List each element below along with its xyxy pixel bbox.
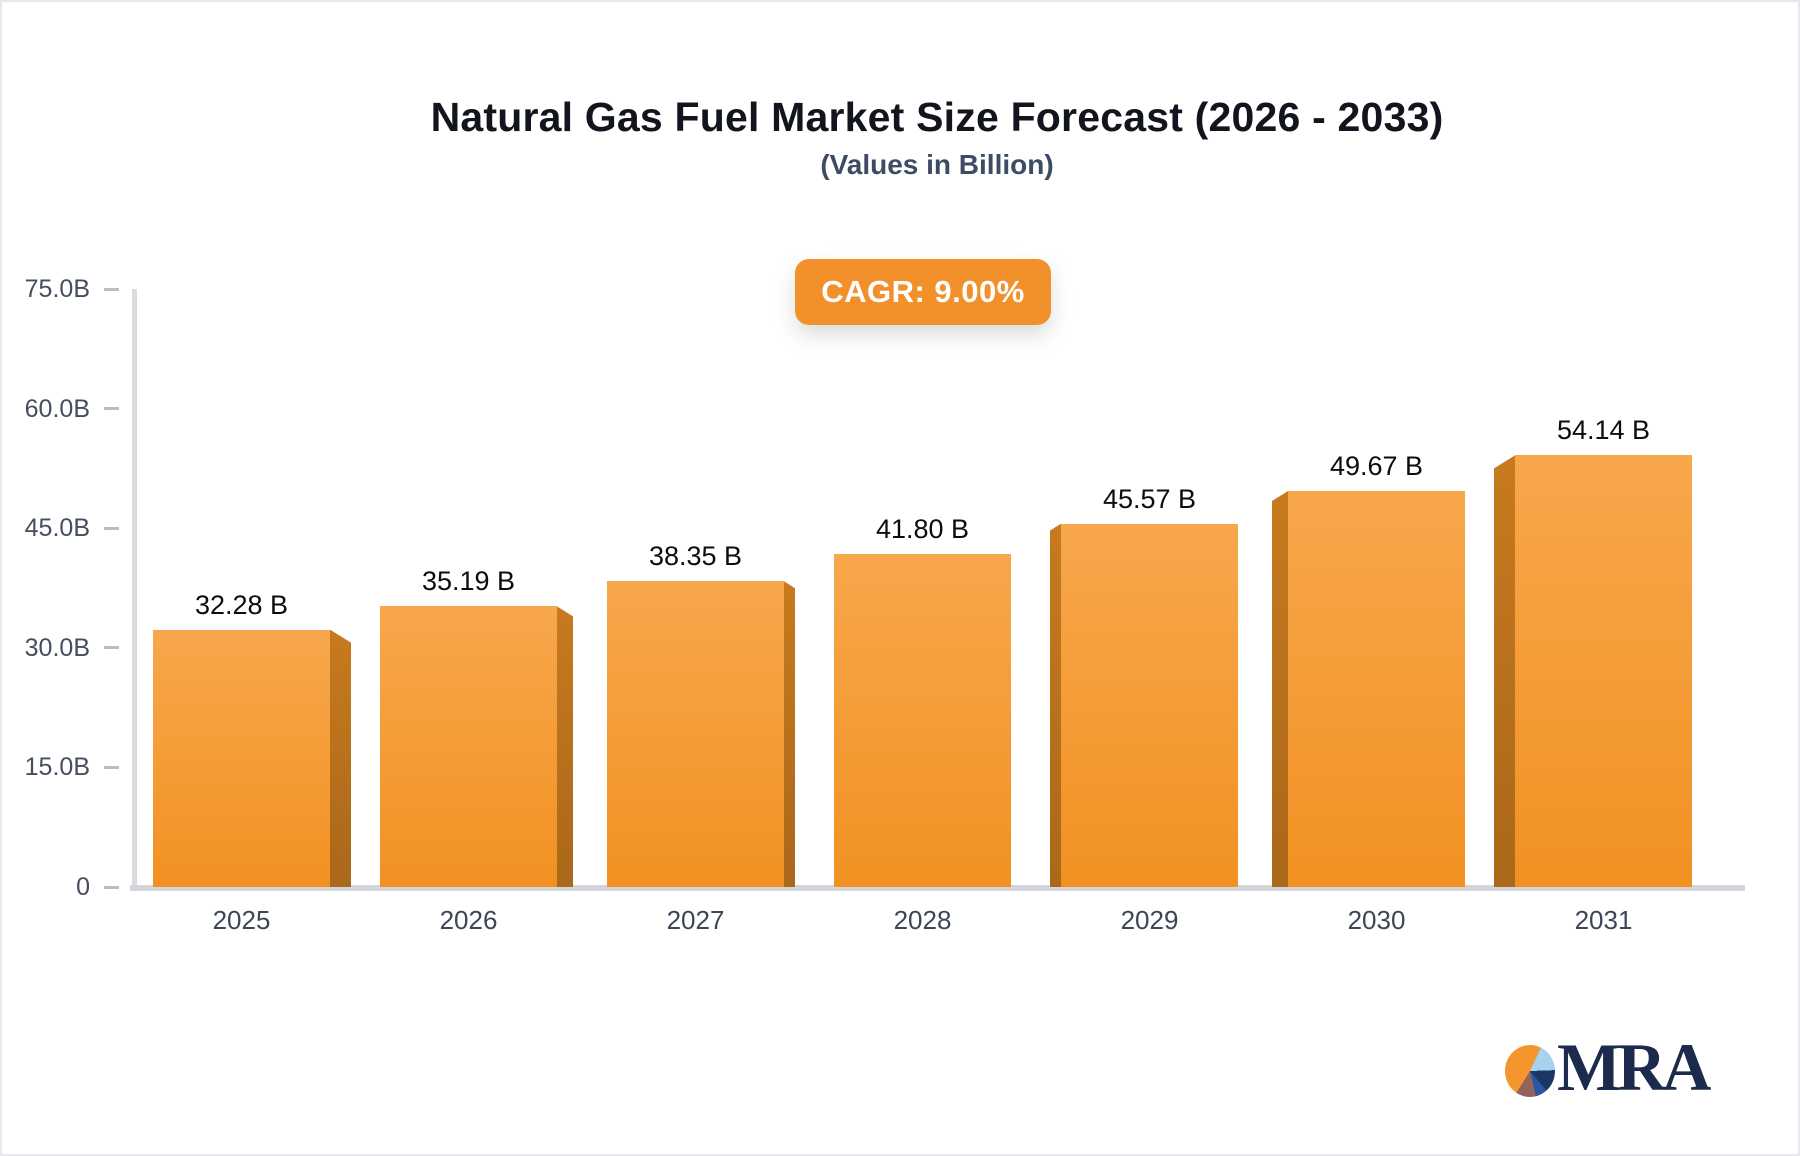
y-axis-label: 60.0B bbox=[24, 394, 90, 423]
pie-chart-logo-icon bbox=[1505, 1045, 1555, 1097]
bar-value-label: 41.80 B bbox=[875, 513, 970, 544]
bar-2027-side bbox=[784, 581, 795, 887]
bar-2030-side bbox=[1272, 490, 1288, 887]
bar-value-label: 32.28 B bbox=[194, 589, 289, 620]
x-axis-label: 2026 bbox=[439, 905, 498, 935]
x-axis-label: 2030 bbox=[1347, 905, 1406, 935]
bar-value-label: 45.57 B bbox=[1102, 483, 1197, 514]
logo-text: MRA bbox=[1557, 1029, 1711, 1105]
bar-2030[interactable] bbox=[1288, 490, 1465, 887]
mra-logo: MRA bbox=[1505, 1029, 1711, 1105]
x-axis-line bbox=[130, 885, 1745, 891]
bar-2025[interactable] bbox=[153, 629, 330, 887]
y-axis-tick-mark bbox=[104, 765, 119, 769]
bar-2026-side bbox=[557, 606, 573, 887]
y-axis-label: 45.0B bbox=[24, 514, 90, 543]
x-axis-label: 2031 bbox=[1574, 905, 1633, 935]
y-axis-tick-mark bbox=[104, 407, 119, 411]
y-axis-tick-mark bbox=[104, 885, 119, 889]
y-axis-line bbox=[132, 289, 137, 887]
bar-2029[interactable] bbox=[1061, 523, 1238, 887]
bar-value-label: 49.67 B bbox=[1329, 450, 1424, 481]
cagr-badge: CAGR: 9.00% bbox=[795, 259, 1051, 325]
y-axis-label: 75.0B bbox=[24, 275, 90, 303]
x-axis-label: 2029 bbox=[1120, 905, 1179, 935]
y-axis-label: 15.0B bbox=[24, 753, 90, 782]
bar-2028[interactable] bbox=[834, 553, 1011, 887]
x-axis-label: 2028 bbox=[893, 905, 952, 935]
bar-2025-side bbox=[330, 629, 351, 887]
y-axis-tick-mark bbox=[104, 526, 119, 530]
bar-value-label: 38.35 B bbox=[648, 541, 743, 572]
bar-2031-side bbox=[1494, 455, 1515, 887]
chart-subtitle: (Values in Billion) bbox=[820, 149, 1054, 180]
bar-2029-side bbox=[1050, 523, 1061, 887]
y-axis-tick-mark bbox=[104, 646, 119, 650]
x-axis-label: 2025 bbox=[212, 905, 271, 935]
chart-title: Natural Gas Fuel Market Size Forecast (2… bbox=[430, 94, 1444, 140]
x-axis-label: 2027 bbox=[666, 905, 725, 935]
y-axis-label: 0 bbox=[76, 873, 90, 901]
bar-value-label: 35.19 B bbox=[421, 566, 516, 597]
bar-2026[interactable] bbox=[380, 606, 557, 887]
bar-value-label: 54.14 B bbox=[1556, 415, 1651, 446]
bar-2031[interactable] bbox=[1515, 455, 1692, 887]
y-axis-tick-mark bbox=[104, 287, 119, 291]
bar-2027[interactable] bbox=[607, 581, 784, 887]
y-axis-label: 30.0B bbox=[24, 633, 90, 662]
